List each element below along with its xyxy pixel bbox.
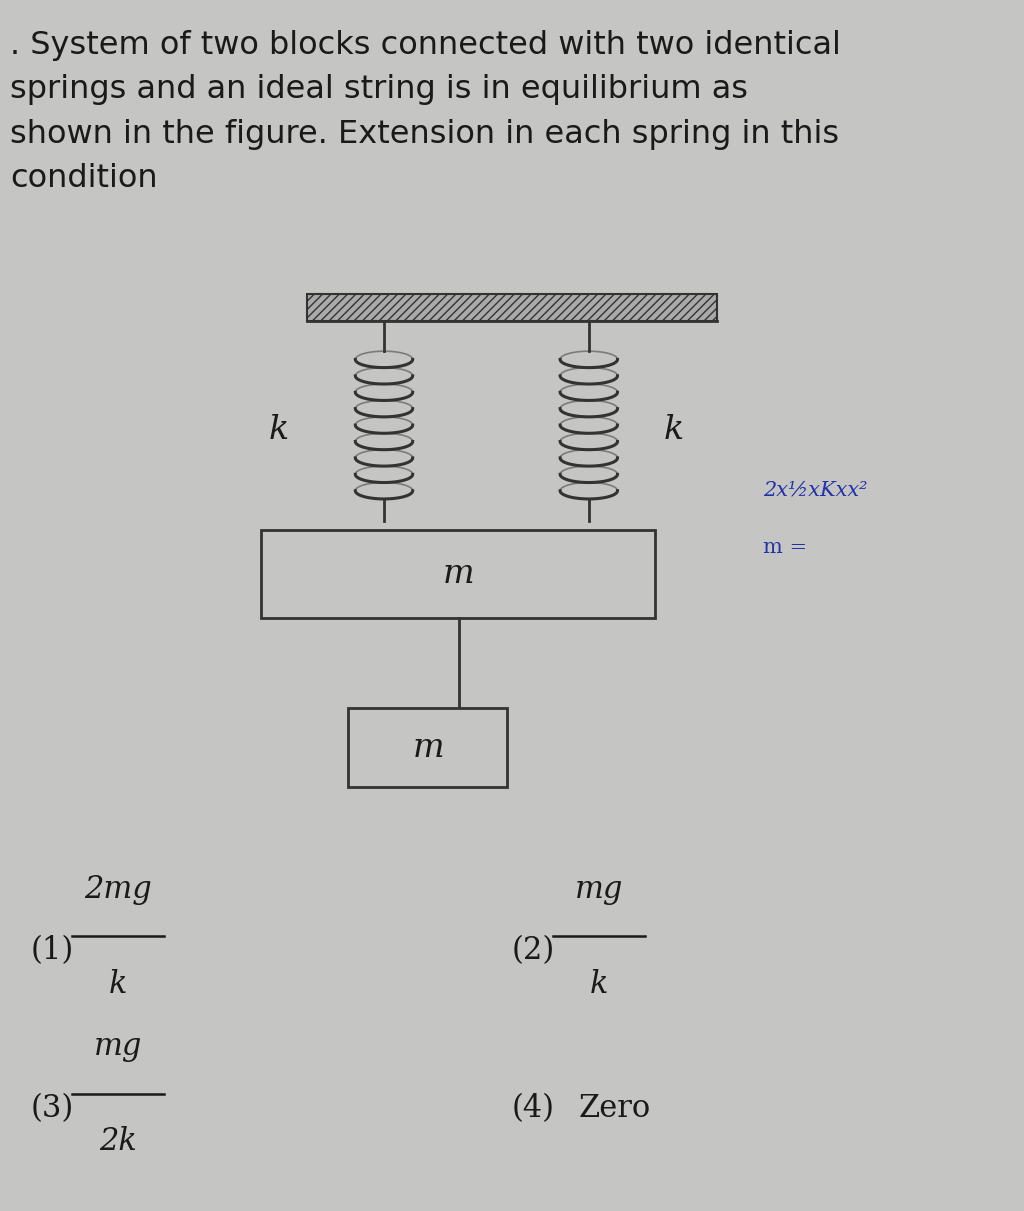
- Text: k: k: [109, 969, 127, 1000]
- Text: 2x½xKxx²: 2x½xKxx²: [763, 481, 867, 500]
- Text: m =: m =: [763, 538, 807, 557]
- Text: k: k: [664, 414, 684, 446]
- Bar: [261, 530, 655, 618]
- Text: . System of two blocks connected with two identical
springs and an ideal string : . System of two blocks connected with tw…: [10, 30, 841, 194]
- Text: mg: mg: [574, 873, 624, 905]
- Bar: [307, 294, 717, 321]
- Text: (3): (3): [31, 1092, 74, 1124]
- Text: m: m: [443, 558, 474, 590]
- Text: (4): (4): [512, 1092, 555, 1124]
- Text: Zero: Zero: [579, 1092, 651, 1124]
- Text: 2k: 2k: [99, 1126, 136, 1158]
- Text: mg: mg: [93, 1031, 142, 1062]
- Text: m: m: [413, 733, 443, 764]
- Text: 2mg: 2mg: [84, 873, 152, 905]
- Text: k: k: [590, 969, 608, 1000]
- Bar: [348, 708, 507, 787]
- Text: (1): (1): [31, 935, 74, 966]
- Text: k: k: [268, 414, 289, 446]
- Text: (2): (2): [512, 935, 555, 966]
